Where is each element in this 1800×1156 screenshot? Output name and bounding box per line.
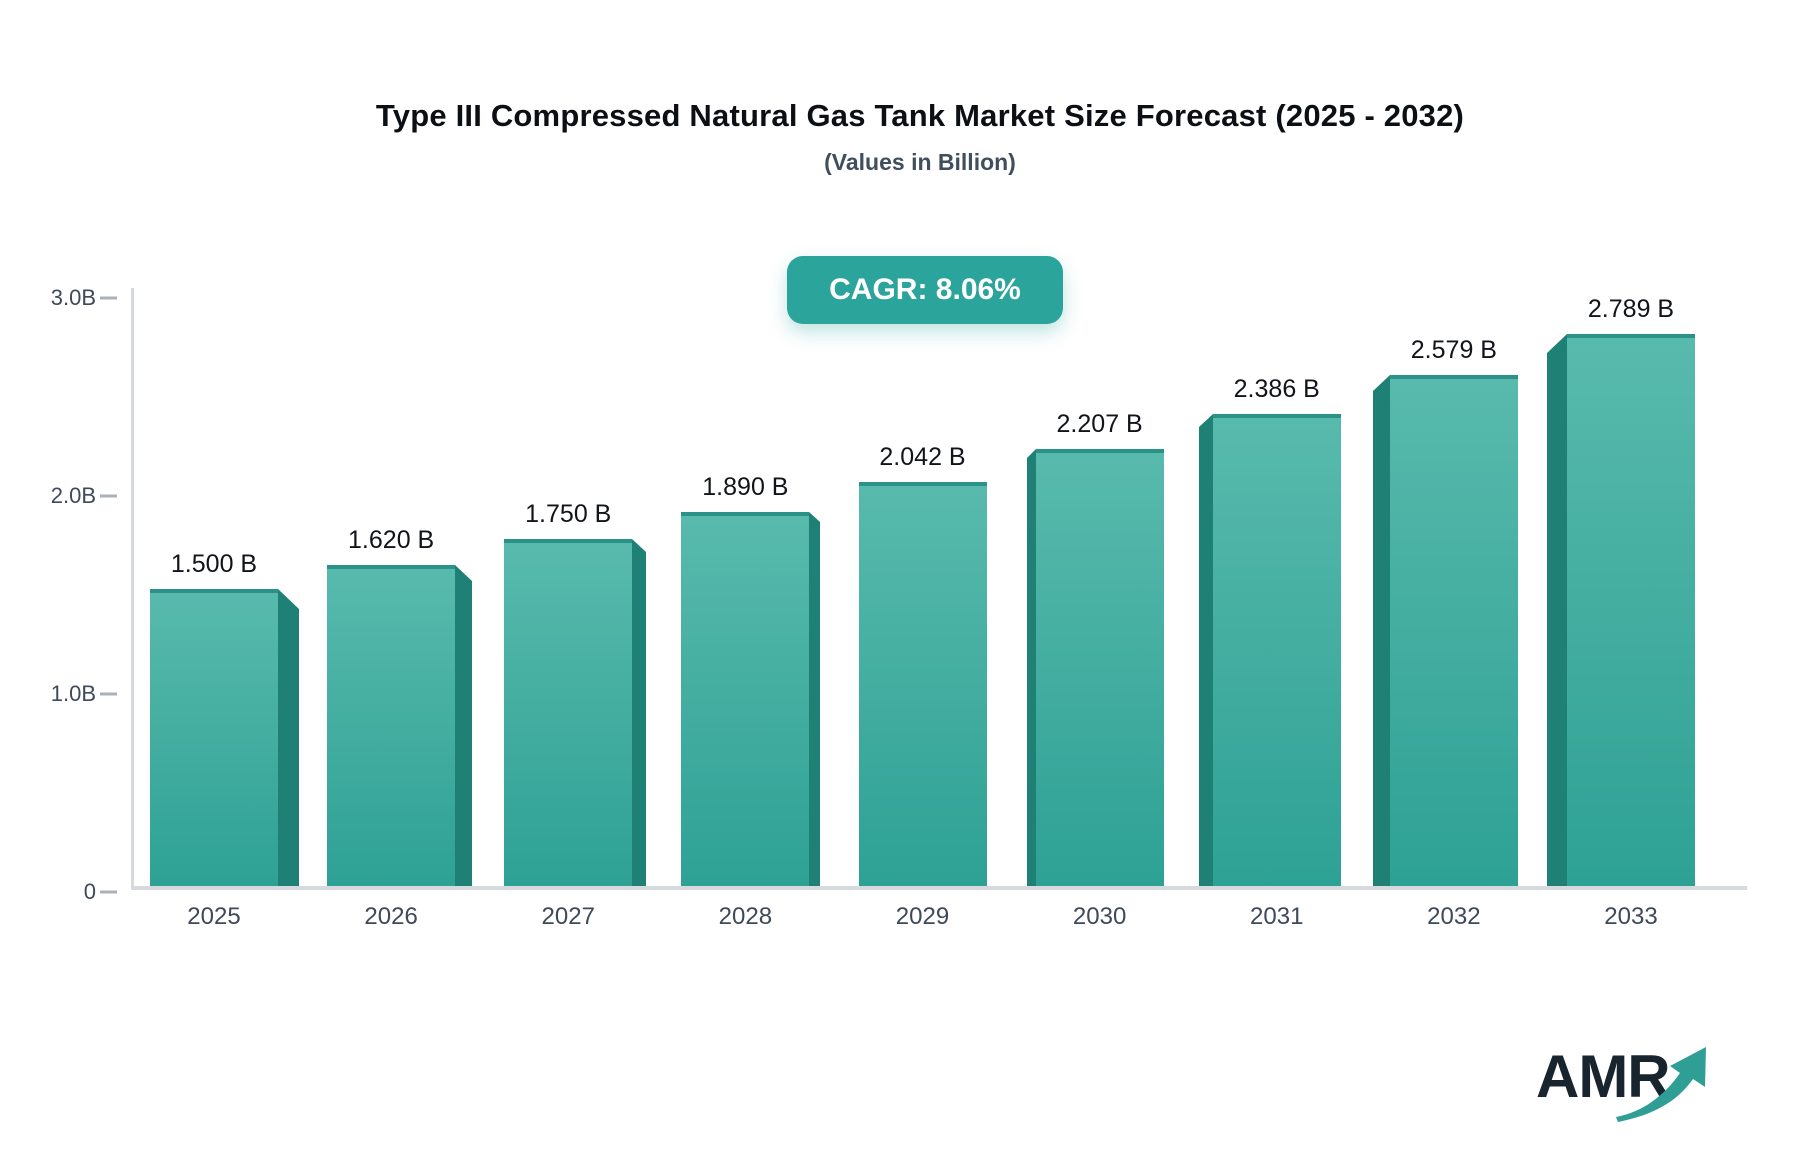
x-axis-label-2026: 2026 (364, 903, 418, 930)
amr-logo-text: AMR (1536, 1043, 1670, 1110)
bar-value-label: 1.890 B (702, 473, 789, 501)
bar-value-label: 2.042 B (879, 443, 966, 471)
amr-logo: AMR (1536, 1043, 1706, 1122)
x-axis-label-2029: 2029 (895, 903, 950, 930)
chart-title: Type III Compressed Natural Gas Tank Mar… (375, 98, 1465, 133)
y-axis-tick-label: 0 (83, 879, 96, 904)
x-axis-label-2033: 2033 (1604, 903, 1658, 930)
bar-side-face (632, 539, 646, 886)
bar-2025 (150, 589, 278, 886)
y-axis-tick-mark (100, 890, 117, 894)
y-axis-tick-mark (100, 296, 117, 300)
x-axis-label-2028: 2028 (718, 903, 773, 930)
y-axis-tick-mark (100, 494, 117, 498)
y-axis-tick-label: 3.0B (50, 285, 96, 310)
y-axis-tick-label: 1.0B (50, 681, 96, 706)
y-axis-tick-label: 2.0B (50, 483, 96, 508)
bar-2032 (1390, 375, 1518, 886)
bar-2030 (1036, 449, 1164, 886)
bar-2027 (504, 539, 632, 886)
bar-value-label: 1.620 B (348, 526, 435, 554)
x-axis-label-2030: 2030 (1072, 903, 1127, 930)
bar-value-label: 2.207 B (1056, 410, 1143, 438)
bar-2028 (681, 512, 809, 886)
trending-up-arrow-icon (1616, 1047, 1706, 1122)
bar-side-face (278, 589, 299, 886)
bar-side-face (455, 565, 472, 886)
bar-side-face (1547, 334, 1567, 886)
bar-value-label: 2.386 B (1233, 375, 1320, 403)
x-axis-label-2027: 2027 (541, 903, 595, 930)
bar-value-label: 2.789 B (1587, 295, 1675, 323)
bar-side-face (809, 512, 820, 886)
bar-value-label: 1.750 B (525, 500, 612, 528)
bar-2031 (1213, 414, 1341, 886)
chart-subtitle: (Values in Billion) (824, 149, 1016, 175)
bar-2033 (1567, 334, 1695, 886)
bar-side-face (1373, 375, 1390, 886)
x-axis-line (131, 886, 1747, 890)
bar-2026 (327, 565, 455, 886)
y-axis-tick-mark (100, 692, 117, 696)
bar-side-face (1199, 414, 1213, 886)
cagr-badge: CAGR: 8.06% (787, 256, 1063, 324)
y-axis-line (131, 288, 134, 888)
x-axis-label-2031: 2031 (1250, 903, 1304, 930)
bar-value-label: 1.500 B (170, 550, 258, 578)
bar-side-face (1027, 449, 1036, 886)
bar-value-label: 2.579 B (1410, 336, 1497, 364)
x-axis-label-2032: 2032 (1427, 903, 1481, 930)
x-axis-label-2025: 2025 (187, 903, 241, 930)
bar-2029 (859, 482, 987, 886)
